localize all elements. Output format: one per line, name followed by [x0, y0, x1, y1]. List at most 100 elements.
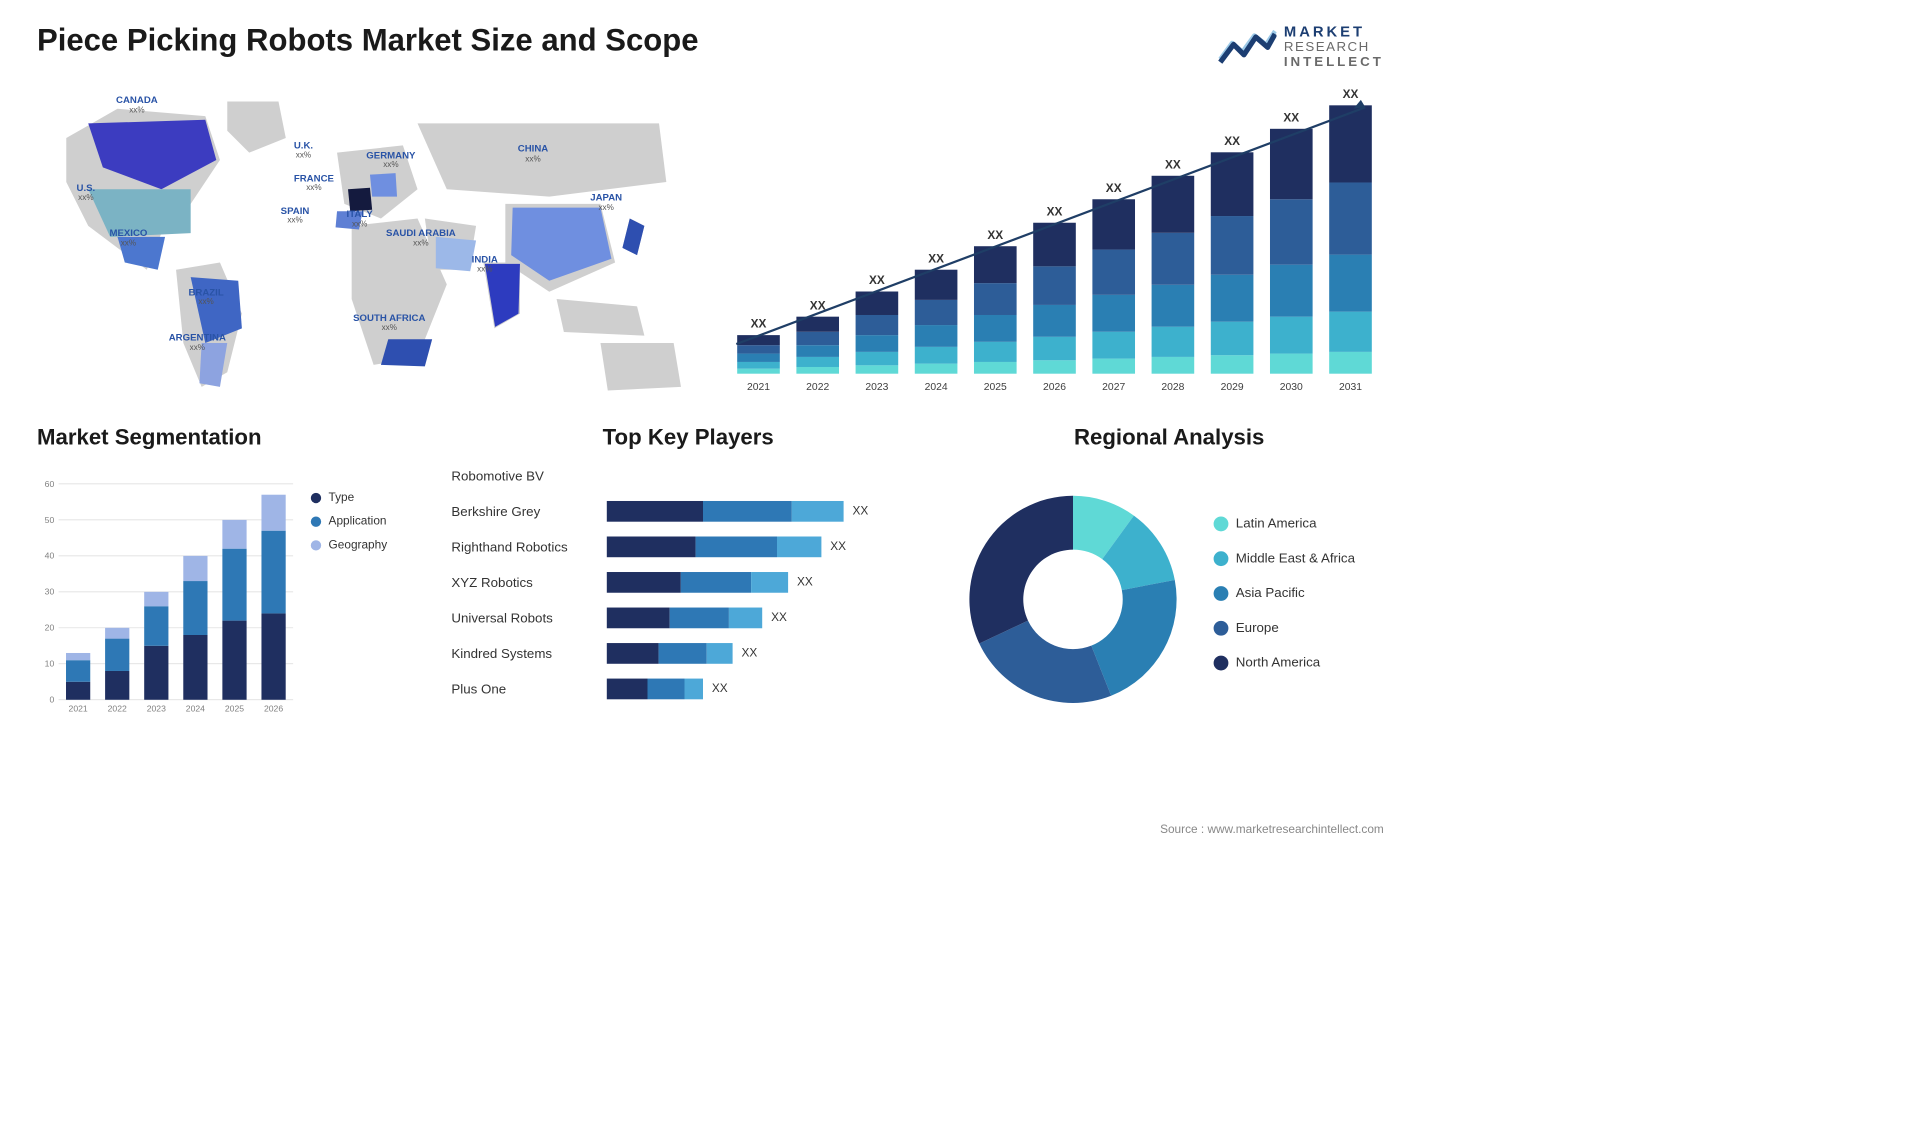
map-label: GERMANYxx%	[366, 149, 415, 170]
segmentation-title: Market Segmentation	[37, 426, 422, 451]
player-bar-segment	[607, 608, 670, 629]
player-bar-segment	[703, 501, 792, 522]
svg-text:2026: 2026	[1043, 382, 1066, 393]
player-bar-segment	[648, 679, 685, 700]
player-name: Kindred Systems	[451, 646, 606, 662]
map-label: INDIAxx%	[472, 254, 498, 275]
map-label: SPAINxx%	[281, 205, 310, 226]
svg-text:2022: 2022	[108, 703, 127, 713]
legend-label: Asia Pacific	[1236, 585, 1305, 601]
regional-legend: Latin America Middle East & Africa Asia Pa…	[1214, 508, 1384, 689]
svg-text:2027: 2027	[1102, 382, 1125, 393]
svg-text:2030: 2030	[1280, 382, 1303, 393]
svg-text:XX: XX	[869, 273, 885, 287]
player-bar	[607, 501, 844, 522]
legend-swatch-icon	[1214, 516, 1229, 531]
player-bar-segment	[777, 537, 821, 558]
legend-item: North America	[1214, 655, 1384, 671]
legend-label: Geography	[329, 539, 388, 552]
player-name: Plus One	[451, 681, 606, 697]
legend-item: Middle East & Africa	[1214, 551, 1384, 567]
player-bar-segment	[607, 643, 659, 664]
svg-text:XX: XX	[1165, 157, 1181, 171]
player-bar-segment	[792, 501, 844, 522]
player-bar-wrap: XX	[607, 501, 925, 522]
bottom-row: Market Segmentation 01020304050602021202…	[37, 426, 1384, 737]
segmentation-chart-wrap: 0102030405060202120222023202420252026	[37, 462, 296, 737]
legend-item: Type	[311, 491, 422, 504]
player-value: XX	[830, 540, 846, 553]
legend-item: Geography	[311, 539, 422, 552]
map-label: CHINAxx%	[518, 143, 548, 164]
svg-text:XX: XX	[1343, 87, 1359, 101]
svg-text:2028: 2028	[1161, 382, 1184, 393]
player-bar-segment	[751, 572, 788, 593]
players-title: Top Key Players	[451, 426, 925, 451]
player-bar-segment	[696, 537, 777, 558]
legend-swatch-icon	[1214, 586, 1229, 601]
legend-item: Asia Pacific	[1214, 585, 1384, 601]
player-bar-segment	[607, 501, 703, 522]
map-label: JAPANxx%	[590, 192, 622, 213]
regional-title: Regional Analysis	[955, 426, 1384, 451]
svg-text:60: 60	[45, 479, 55, 489]
svg-text:2023: 2023	[865, 382, 888, 393]
map-label: SAUDI ARABIAxx%	[386, 227, 456, 248]
legend-item: Europe	[1214, 620, 1384, 636]
player-value: XX	[712, 682, 728, 695]
page-title: Piece Picking Robots Market Size and Sco…	[37, 22, 699, 58]
player-bar-segment	[607, 572, 681, 593]
player-bar-wrap: XX	[607, 572, 925, 593]
regional-donut-wrap	[955, 481, 1192, 718]
player-bar-segment	[659, 643, 707, 664]
legend-label: Latin America	[1236, 516, 1317, 532]
players-list: Robomotive BVBerkshire GreyXXRighthand R…	[451, 462, 925, 711]
player-name: Berkshire Grey	[451, 504, 606, 520]
player-row: Kindred Systems XX	[451, 639, 925, 667]
player-bar-segment	[607, 679, 648, 700]
growth-bar-chart: XX2021XX2022XX2023XX2024XX2025XX2026XX20…	[725, 78, 1384, 404]
player-bar	[607, 679, 703, 700]
map-label: ARGENTINAxx%	[169, 332, 226, 353]
player-bar-segment	[681, 572, 751, 593]
svg-text:0: 0	[49, 695, 54, 705]
player-bar-wrap: XX	[607, 679, 925, 700]
player-row: Robomotive BV	[451, 462, 925, 490]
key-players-panel: Top Key Players Robomotive BV Berkshire G…	[451, 426, 925, 737]
legend-swatch-icon	[311, 540, 321, 550]
svg-text:2029: 2029	[1221, 382, 1244, 393]
world-map-panel: CANADAxx%U.S.xx%MEXICOxx%BRAZILxx%ARGENT…	[37, 78, 696, 404]
svg-text:10: 10	[45, 659, 55, 669]
map-label: CANADAxx%	[116, 94, 158, 115]
legend-item: Application	[311, 515, 422, 528]
player-bar	[607, 608, 762, 629]
player-bar-segment	[607, 537, 696, 558]
logo-mark-icon	[1217, 22, 1276, 70]
player-name: Robomotive BV	[451, 468, 606, 484]
svg-text:2021: 2021	[69, 703, 88, 713]
svg-text:XX: XX	[1047, 204, 1063, 218]
svg-text:2023: 2023	[147, 703, 166, 713]
map-label: SOUTH AFRICAxx%	[353, 312, 425, 333]
legend-swatch-icon	[1214, 655, 1229, 670]
player-bar-segment	[685, 679, 704, 700]
legend-label: Application	[329, 515, 387, 528]
svg-text:30: 30	[45, 587, 55, 597]
player-name: XYZ Robotics	[451, 575, 606, 591]
svg-text:50: 50	[45, 515, 55, 525]
player-row: Plus One XX	[451, 675, 925, 703]
header: Piece Picking Robots Market Size and Sco…	[37, 22, 1384, 70]
svg-text:XX: XX	[1283, 110, 1299, 124]
top-row: CANADAxx%U.S.xx%MEXICOxx%BRAZILxx%ARGENT…	[37, 78, 1384, 404]
legend-swatch-icon	[1214, 620, 1229, 635]
svg-text:2025: 2025	[225, 703, 244, 713]
player-value: XX	[741, 647, 757, 660]
legend-swatch-icon	[311, 493, 321, 503]
logo-line3: INTELLECT	[1284, 54, 1384, 69]
infographic-page: Piece Picking Robots Market Size and Sco…	[0, 0, 1421, 848]
svg-text:2022: 2022	[806, 382, 829, 393]
player-row: XYZ Robotics XX	[451, 568, 925, 596]
svg-text:2024: 2024	[186, 703, 205, 713]
player-bar	[607, 572, 788, 593]
player-value: XX	[797, 576, 813, 589]
